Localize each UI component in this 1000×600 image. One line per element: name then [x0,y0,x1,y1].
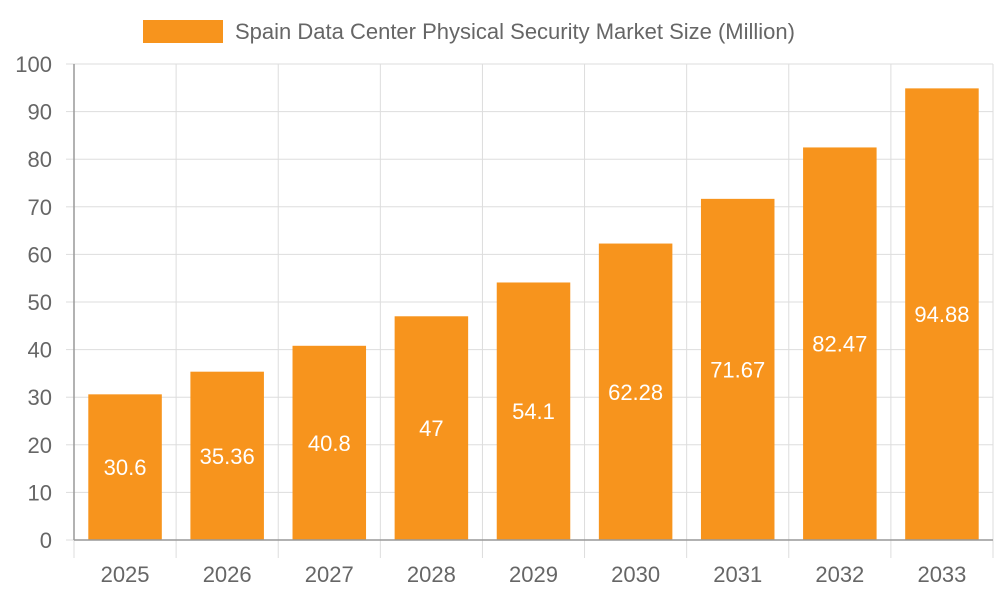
y-tick-label: 100 [15,52,52,77]
y-tick-label: 60 [28,242,52,267]
y-tick-label: 90 [28,100,52,125]
bar-2033 [905,88,979,540]
y-tick-label: 30 [28,385,52,410]
y-tick-label: 50 [28,290,52,315]
data-label: 71.67 [710,357,765,382]
y-tick-label: 70 [28,195,52,220]
y-tick-label: 40 [28,338,52,363]
x-tick-label: 2032 [815,562,864,587]
x-tick-label: 2029 [509,562,558,587]
bar-2031 [700,198,775,540]
bar-2025 [88,394,162,540]
data-label: 35.36 [200,444,255,469]
bar-2028 [394,316,469,540]
x-tick-label: 2027 [305,562,354,587]
bar-2026 [190,371,264,540]
legend-swatch [143,20,223,43]
data-label: 82.47 [812,332,867,357]
bar-2027 [292,345,367,540]
x-tick-label: 2033 [917,562,966,587]
y-tick-label: 20 [28,433,52,458]
bars: 30.6 35.36 40.8 47 54.1 62.28 71.67 82.47 94.88 [88,88,979,541]
x-tick-label: 2028 [407,562,456,587]
bar-2029 [496,282,571,540]
legend-label: Spain Data Center Physical Security Mark… [235,19,795,44]
data-label: 40.8 [308,431,351,456]
x-tick-label: 2030 [611,562,660,587]
y-tick-label: 80 [28,147,52,172]
data-label: 94.88 [914,302,969,327]
bar-2032 [803,147,877,540]
x-tick-label: 2031 [713,562,762,587]
bar-2030 [598,243,673,541]
y-tick-label: 10 [28,480,52,505]
legend[interactable]: Spain Data Center Physical Security Mark… [143,19,795,44]
data-label: 54.1 [512,399,555,424]
data-label: 62.28 [608,380,663,405]
y-tick-label: 0 [40,528,52,553]
data-label: 30.6 [104,455,147,480]
x-tick-label: 2025 [101,562,150,587]
data-label: 47 [419,416,443,441]
x-tick-label: 2026 [203,562,252,587]
